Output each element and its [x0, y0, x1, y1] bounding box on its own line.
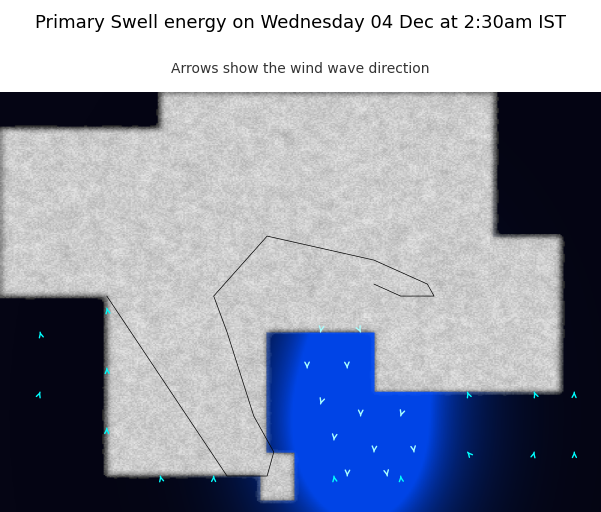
Text: Arrows show the wind wave direction: Arrows show the wind wave direction — [171, 62, 430, 76]
Text: Primary Swell energy on Wednesday 04 Dec at 2:30am IST: Primary Swell energy on Wednesday 04 Dec… — [35, 14, 566, 32]
